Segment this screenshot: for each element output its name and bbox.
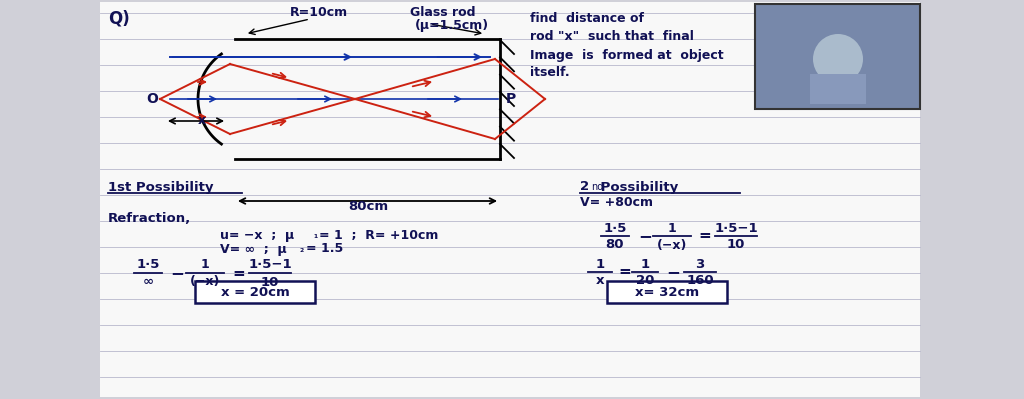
Text: =: =: [698, 229, 711, 243]
Text: find  distance of: find distance of: [530, 12, 644, 26]
Bar: [607, 281, 727, 303]
Text: Glass rod: Glass rod: [410, 6, 475, 18]
Text: ₂: ₂: [300, 244, 304, 254]
Bar: [100, 2, 920, 397]
Text: 2: 2: [580, 180, 589, 194]
Bar: [810, 74, 866, 104]
Text: (−x): (−x): [656, 239, 687, 251]
Text: Possibility: Possibility: [596, 180, 678, 194]
Bar: [755, 4, 920, 109]
Text: 1: 1: [595, 257, 604, 271]
Text: (μ=1.5cm): (μ=1.5cm): [415, 18, 489, 32]
Text: ₁: ₁: [313, 230, 317, 240]
Text: u= −x  ;  μ: u= −x ; μ: [220, 229, 294, 241]
Text: 1·5−1: 1·5−1: [248, 259, 292, 271]
Text: =: =: [618, 265, 631, 280]
Text: nd: nd: [591, 182, 603, 192]
Text: V= +80cm: V= +80cm: [580, 196, 653, 209]
Text: 1·5: 1·5: [136, 259, 160, 271]
Text: 1·5−1: 1·5−1: [714, 221, 758, 235]
Text: 1st Possibility: 1st Possibility: [108, 180, 213, 194]
Text: 1: 1: [201, 259, 209, 271]
Bar: [195, 281, 315, 303]
Text: O: O: [146, 92, 158, 106]
Text: x: x: [198, 115, 206, 128]
Text: (−x): (−x): [189, 275, 220, 288]
Text: x= 32cm: x= 32cm: [635, 286, 699, 298]
Text: −: −: [638, 227, 652, 245]
Text: =: =: [232, 265, 245, 280]
Text: 80: 80: [606, 239, 625, 251]
Text: R=10cm: R=10cm: [290, 6, 348, 18]
Text: V= ∞  ;  μ: V= ∞ ; μ: [220, 243, 287, 255]
Circle shape: [813, 34, 863, 84]
Text: x: x: [596, 275, 604, 288]
Text: 10: 10: [727, 239, 745, 251]
Text: itself.: itself.: [530, 67, 569, 79]
Text: 80cm: 80cm: [348, 201, 388, 213]
Text: Image  is  formed at  object: Image is formed at object: [530, 49, 724, 61]
Text: P: P: [506, 92, 516, 106]
Text: 1: 1: [640, 257, 649, 271]
Text: 160: 160: [686, 275, 714, 288]
Text: 10: 10: [261, 275, 280, 288]
Text: = 1  ;  R= +10cm: = 1 ; R= +10cm: [319, 229, 438, 241]
Text: Q): Q): [108, 10, 130, 28]
Text: Refraction,: Refraction,: [108, 213, 191, 225]
Text: rod "x"  such that  final: rod "x" such that final: [530, 30, 694, 43]
Text: 3: 3: [695, 257, 705, 271]
Text: = 1.5: = 1.5: [306, 243, 343, 255]
Text: x = 20cm: x = 20cm: [220, 286, 290, 298]
Text: 1·5: 1·5: [603, 221, 627, 235]
Text: −: −: [666, 263, 680, 281]
Text: 1: 1: [668, 221, 677, 235]
Text: ∞: ∞: [142, 275, 154, 288]
Text: −: −: [170, 264, 184, 282]
Text: 20: 20: [636, 275, 654, 288]
